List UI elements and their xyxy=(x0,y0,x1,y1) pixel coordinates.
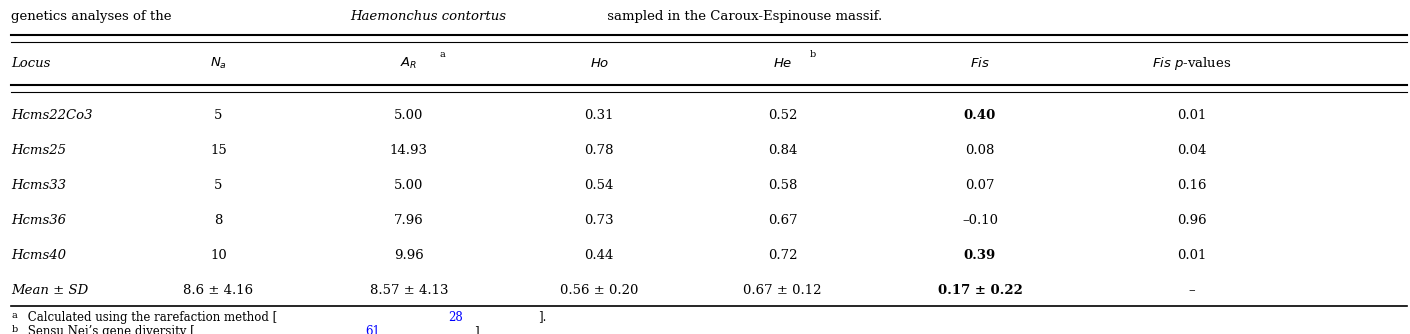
Text: ].: ]. xyxy=(474,325,482,334)
Text: Calculated using the rarefaction method [: Calculated using the rarefaction method … xyxy=(24,311,278,324)
Text: 0.84: 0.84 xyxy=(768,144,797,157)
Text: 0.54: 0.54 xyxy=(585,179,613,192)
Text: b: b xyxy=(11,325,17,334)
Text: 0.52: 0.52 xyxy=(768,109,797,122)
Text: $N_a$: $N_a$ xyxy=(210,56,227,71)
Text: 8.57 ± 4.13: 8.57 ± 4.13 xyxy=(369,284,448,297)
Text: 5.00: 5.00 xyxy=(395,179,423,192)
Text: Haemonchus contortus: Haemonchus contortus xyxy=(350,10,506,23)
Text: Mean ± SD: Mean ± SD xyxy=(11,284,89,297)
Text: $Ho$: $Ho$ xyxy=(589,57,609,70)
Text: Hcms36: Hcms36 xyxy=(11,214,66,227)
Text: $A_R$: $A_R$ xyxy=(400,56,417,71)
Text: 0.39: 0.39 xyxy=(964,249,995,262)
Text: 0.31: 0.31 xyxy=(585,109,613,122)
Text: 0.73: 0.73 xyxy=(584,214,615,227)
Text: $He$: $He$ xyxy=(773,57,792,70)
Text: 0.56 ± 0.20: 0.56 ± 0.20 xyxy=(560,284,639,297)
Text: 61: 61 xyxy=(365,325,381,334)
Text: ].: ]. xyxy=(539,311,547,324)
Text: $Fis$: $Fis$ xyxy=(970,56,990,70)
Text: 9.96: 9.96 xyxy=(393,249,424,262)
Text: 5.00: 5.00 xyxy=(395,109,423,122)
Text: a: a xyxy=(11,311,17,320)
Text: 5: 5 xyxy=(214,109,223,122)
Text: Calculated using the rarefaction method [: Calculated using the rarefaction method … xyxy=(24,311,278,324)
Text: Hcms33: Hcms33 xyxy=(11,179,66,192)
Text: 0.16: 0.16 xyxy=(1177,179,1206,192)
Text: 0.72: 0.72 xyxy=(768,249,797,262)
Text: 0.04: 0.04 xyxy=(1177,144,1206,157)
Text: 15: 15 xyxy=(210,144,227,157)
Text: 28: 28 xyxy=(448,311,462,324)
Text: 8: 8 xyxy=(214,214,223,227)
Text: Hcms25: Hcms25 xyxy=(11,144,66,157)
Text: –0.10: –0.10 xyxy=(962,214,998,227)
Text: 28: 28 xyxy=(448,311,462,324)
Text: 0.07: 0.07 xyxy=(966,179,994,192)
Text: 0.01: 0.01 xyxy=(1177,109,1206,122)
Text: 0.17 ± 0.22: 0.17 ± 0.22 xyxy=(938,284,1022,297)
Text: $Fis$ $p$-values: $Fis$ $p$-values xyxy=(1152,55,1231,72)
Text: 0.78: 0.78 xyxy=(585,144,613,157)
Text: 0.40: 0.40 xyxy=(964,109,995,122)
Text: 0.44: 0.44 xyxy=(585,249,613,262)
Text: –: – xyxy=(1189,284,1194,297)
Text: b: b xyxy=(809,50,815,58)
Text: Sensu Nei’s gene diversity [: Sensu Nei’s gene diversity [ xyxy=(24,325,195,334)
Text: 0.67: 0.67 xyxy=(767,214,798,227)
Text: genetics analyses of the: genetics analyses of the xyxy=(11,10,176,23)
Text: 0.58: 0.58 xyxy=(768,179,797,192)
Text: sampled in the Caroux-Espinouse massif.: sampled in the Caroux-Espinouse massif. xyxy=(603,10,883,23)
Text: 0.96: 0.96 xyxy=(1176,214,1207,227)
Text: a: a xyxy=(440,50,446,58)
Text: Locus: Locus xyxy=(11,57,51,70)
Text: 5: 5 xyxy=(214,179,223,192)
Text: Hcms40: Hcms40 xyxy=(11,249,66,262)
Text: Sensu Nei’s gene diversity [: Sensu Nei’s gene diversity [ xyxy=(24,325,195,334)
Text: 61: 61 xyxy=(365,325,381,334)
Text: Hcms22Co3: Hcms22Co3 xyxy=(11,109,93,122)
Text: 7.96: 7.96 xyxy=(393,214,424,227)
Text: 10: 10 xyxy=(210,249,227,262)
Text: 0.08: 0.08 xyxy=(966,144,994,157)
Text: 8.6 ± 4.16: 8.6 ± 4.16 xyxy=(183,284,254,297)
Text: 0.01: 0.01 xyxy=(1177,249,1206,262)
Text: 14.93: 14.93 xyxy=(391,144,427,157)
Text: 0.67 ± 0.12: 0.67 ± 0.12 xyxy=(743,284,822,297)
